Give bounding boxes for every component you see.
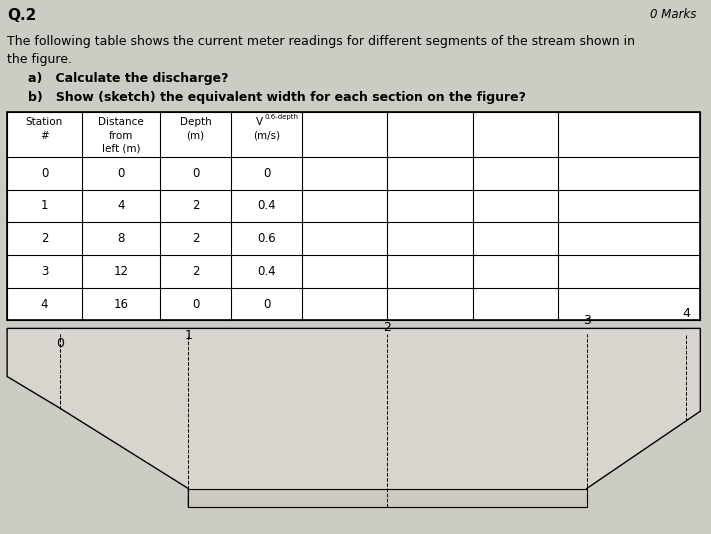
Text: 4: 4 [41, 297, 48, 311]
Text: #: # [40, 131, 49, 141]
Text: Station: Station [26, 116, 63, 127]
Text: 0 Marks: 0 Marks [651, 8, 697, 21]
Text: 0: 0 [263, 297, 270, 311]
Polygon shape [188, 489, 587, 507]
Text: 0: 0 [192, 167, 199, 180]
Text: 0.6-depth: 0.6-depth [264, 114, 299, 121]
Text: The following table shows the current meter readings for different segments of t: The following table shows the current me… [7, 35, 635, 48]
Text: 4: 4 [117, 200, 124, 213]
Text: 2: 2 [192, 265, 199, 278]
Text: 0: 0 [41, 167, 48, 180]
Text: 0: 0 [56, 337, 65, 350]
Text: 0.6: 0.6 [257, 232, 276, 245]
Text: 0.4: 0.4 [257, 265, 276, 278]
Text: 4: 4 [682, 308, 690, 320]
Text: Q.2: Q.2 [7, 8, 36, 23]
Text: Distance: Distance [98, 116, 144, 127]
Text: 1: 1 [41, 200, 48, 213]
Text: 1: 1 [184, 329, 193, 342]
Text: 0: 0 [117, 167, 124, 180]
Text: 16: 16 [113, 297, 129, 311]
Text: 2: 2 [192, 232, 199, 245]
Text: 0: 0 [263, 167, 270, 180]
Text: 2: 2 [383, 321, 392, 334]
Text: 0: 0 [192, 297, 199, 311]
Text: V: V [256, 116, 263, 127]
FancyBboxPatch shape [7, 112, 700, 320]
Text: 2: 2 [41, 232, 48, 245]
Text: 8: 8 [117, 232, 124, 245]
Text: left (m): left (m) [102, 144, 140, 153]
Text: 2: 2 [192, 200, 199, 213]
Text: b)   Show (sketch) the equivalent width for each section on the figure?: b) Show (sketch) the equivalent width fo… [28, 91, 526, 104]
Text: from: from [109, 131, 133, 141]
Text: 12: 12 [113, 265, 129, 278]
Text: 3: 3 [582, 315, 591, 327]
Text: (m): (m) [186, 131, 205, 141]
Text: 0.4: 0.4 [257, 200, 276, 213]
Text: a)   Calculate the discharge?: a) Calculate the discharge? [28, 72, 229, 85]
FancyBboxPatch shape [7, 328, 700, 526]
Polygon shape [7, 328, 700, 507]
Text: the figure.: the figure. [7, 53, 72, 66]
Text: Depth: Depth [180, 116, 211, 127]
Text: (m/s): (m/s) [253, 131, 280, 141]
Text: 3: 3 [41, 265, 48, 278]
